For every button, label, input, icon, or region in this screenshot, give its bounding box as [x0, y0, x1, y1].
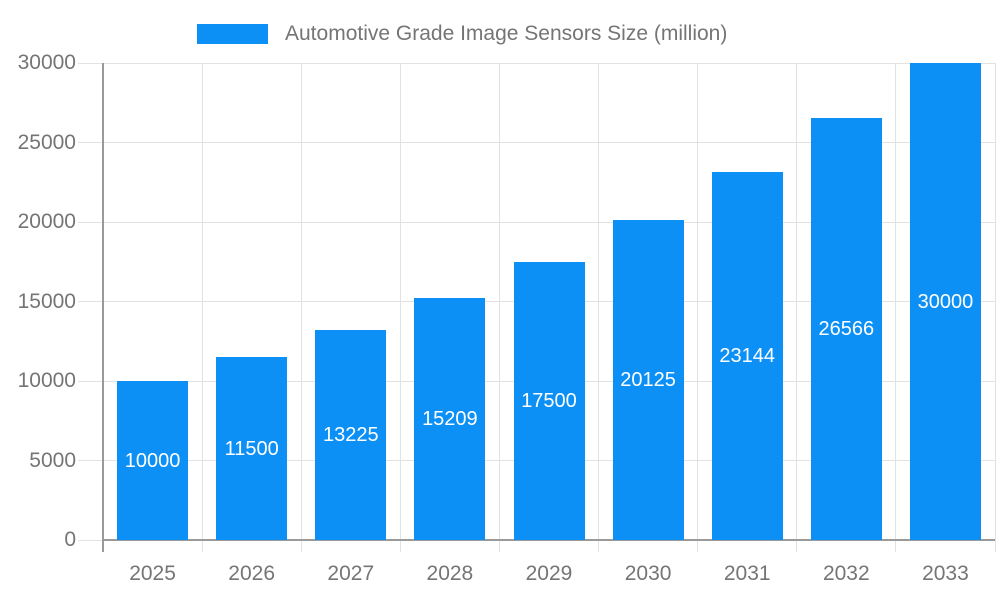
- bar[interactable]: [909, 63, 981, 540]
- y-axis-label: 25000: [17, 130, 76, 154]
- bar[interactable]: [513, 261, 585, 540]
- plot-area: 0 5000 10000 15000 20000 25000 30000 10000 2025 1…: [18, 51, 996, 585]
- y-axis-tick: [78, 62, 103, 64]
- y-axis-label: 15000: [17, 289, 76, 313]
- x-axis-tick: [300, 540, 302, 552]
- y-axis-label: 5000: [29, 448, 76, 472]
- x-axis-label: 2026: [228, 562, 276, 585]
- x-axis-tick: [994, 540, 996, 552]
- y-axis-label: 10000: [17, 369, 76, 392]
- y-axis-tick: [78, 142, 103, 143]
- y-axis-tick: [78, 539, 103, 541]
- bar[interactable]: [711, 172, 783, 540]
- legend-label: Automotive Grade Image Sensors Size (mil…: [285, 22, 728, 45]
- x-axis-label: 2029: [525, 562, 573, 585]
- x-axis-tick: [796, 540, 798, 552]
- y-axis-label: 0: [64, 528, 76, 551]
- x-axis-label: 2032: [822, 562, 870, 585]
- x-axis-label: 2028: [426, 562, 474, 585]
- bar[interactable]: [216, 357, 288, 540]
- x-gridline: [598, 63, 600, 540]
- y-axis-line: [102, 63, 104, 552]
- x-axis-label: 2030: [624, 562, 672, 585]
- x-gridline: [895, 63, 897, 540]
- x-axis-tick: [895, 540, 897, 552]
- x-axis-tick: [697, 540, 699, 552]
- x-axis-tick: [598, 540, 600, 552]
- x-axis-line: [103, 539, 995, 541]
- bar[interactable]: [315, 329, 387, 540]
- x-axis-label: 2025: [129, 562, 176, 585]
- y-axis-tick: [78, 301, 103, 302]
- x-gridline: [399, 63, 401, 540]
- x-axis-tick: [498, 540, 500, 552]
- y-axis-tick: [78, 380, 103, 382]
- bar[interactable]: [117, 381, 189, 540]
- bar[interactable]: [414, 298, 486, 540]
- legend-swatch: [197, 24, 268, 44]
- y-gridline: [103, 142, 995, 143]
- x-gridline: [498, 63, 500, 540]
- x-axis-label: 2033: [922, 562, 969, 585]
- x-gridline: [796, 63, 798, 540]
- y-axis-tick: [78, 221, 103, 223]
- x-gridline: [300, 63, 302, 540]
- bar[interactable]: [810, 117, 882, 540]
- y-axis-tick: [78, 460, 103, 461]
- x-gridline: [201, 63, 203, 540]
- y-axis-label: 30000: [17, 51, 76, 74]
- x-gridline: [697, 63, 699, 540]
- y-axis-label: 20000: [17, 210, 76, 233]
- x-axis-tick: [201, 540, 203, 552]
- x-axis-label: 2027: [327, 562, 375, 585]
- x-axis-tick: [399, 540, 401, 552]
- x-gridline: [994, 63, 996, 540]
- y-gridline: [103, 62, 995, 64]
- bar[interactable]: [612, 220, 684, 540]
- x-axis-label: 2031: [723, 562, 771, 585]
- legend[interactable]: Automotive Grade Image Sensors Size (mil…: [197, 23, 727, 45]
- y-gridline: [103, 221, 995, 223]
